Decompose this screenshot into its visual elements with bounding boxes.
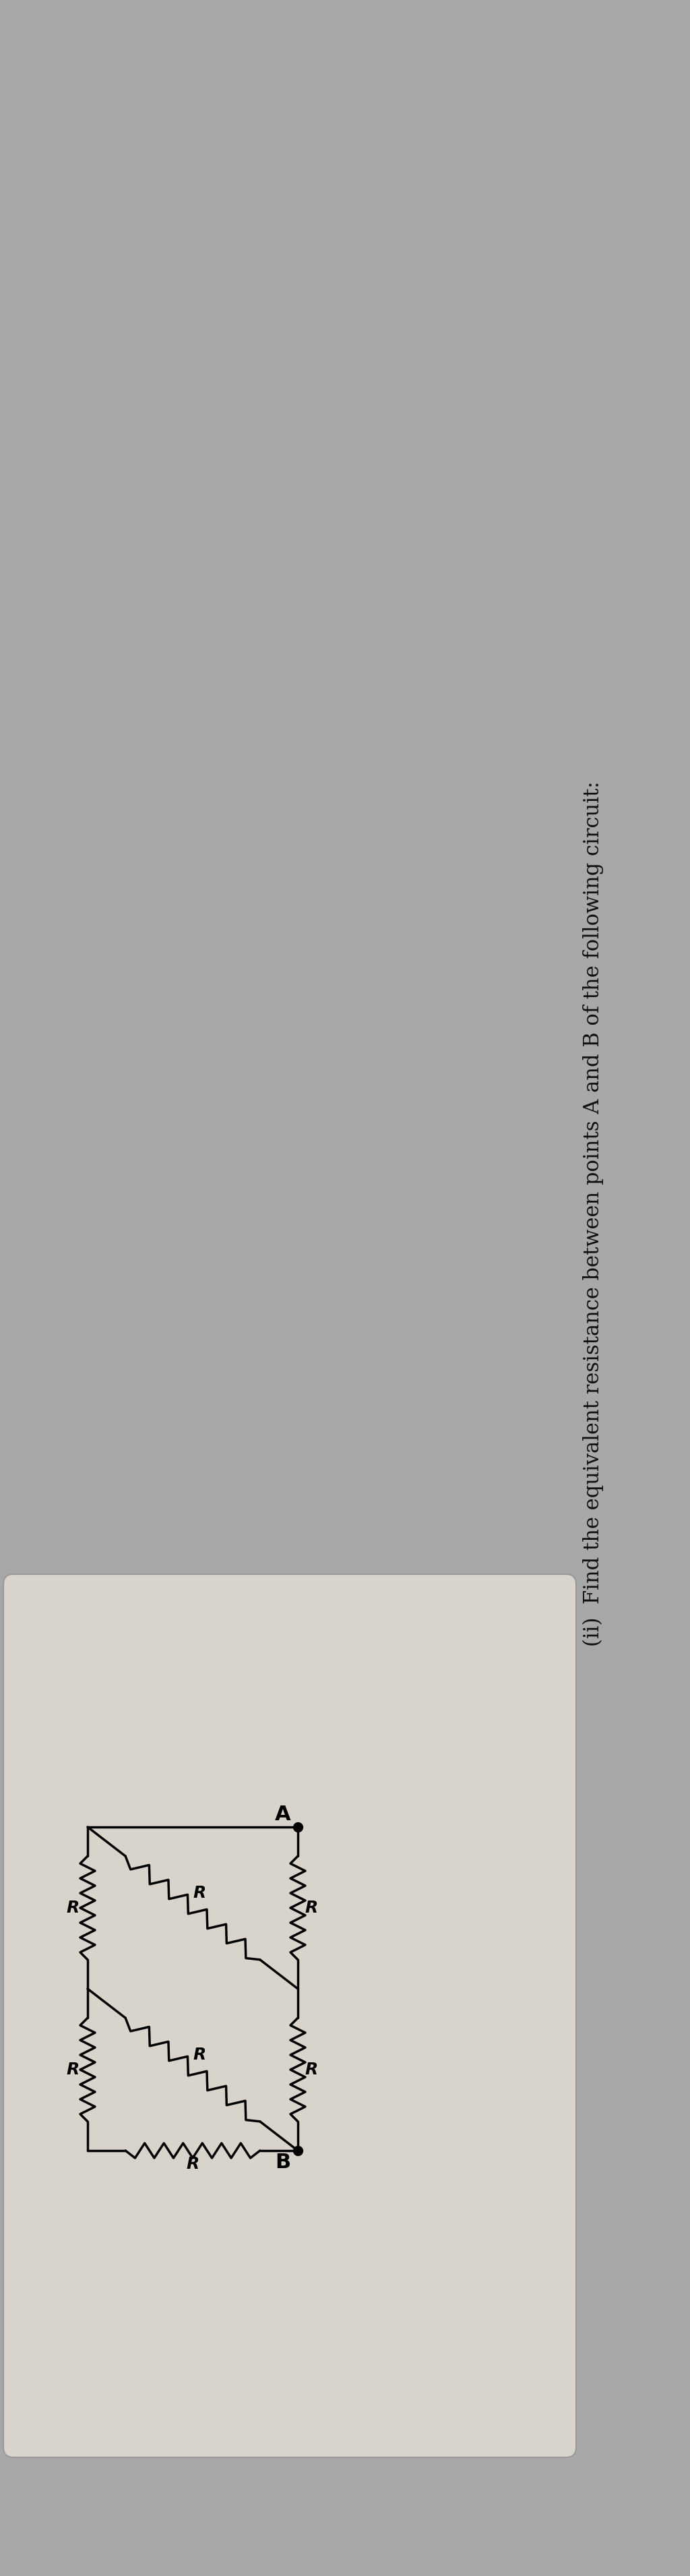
Text: B: B [275, 2154, 290, 2172]
Text: A: A [275, 1806, 291, 1824]
Text: R: R [186, 2156, 199, 2172]
Text: R: R [66, 2061, 79, 2079]
Text: R: R [193, 2048, 206, 2063]
Text: (ii)  Find the equivalent resistance between points A and B of the following cir: (ii) Find the equivalent resistance betw… [582, 781, 604, 1646]
Text: R: R [193, 1886, 206, 1901]
FancyBboxPatch shape [3, 1574, 576, 2458]
Text: R: R [66, 1901, 79, 1917]
Text: R: R [305, 2061, 318, 2079]
Text: R: R [305, 1901, 318, 1917]
